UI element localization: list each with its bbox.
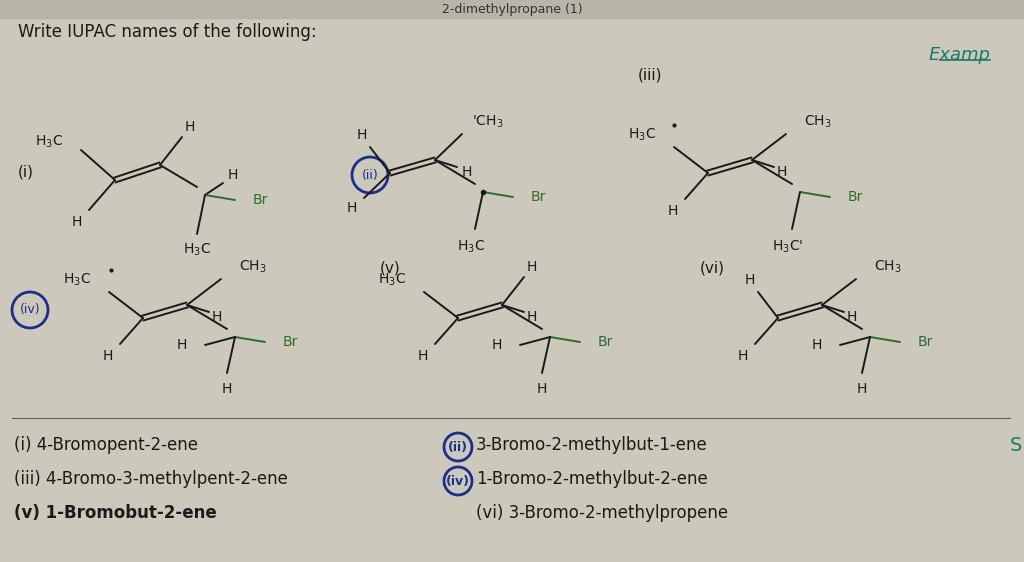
Text: H$_3$C: H$_3$C: [378, 272, 406, 288]
Text: (v): (v): [380, 261, 400, 275]
Bar: [0, 0, 1024, 18]
Text: 'CH$_3$: 'CH$_3$: [472, 114, 504, 130]
Text: H: H: [222, 382, 232, 396]
Text: H: H: [212, 310, 222, 324]
Text: Br: Br: [253, 193, 268, 207]
Text: CH$_3$: CH$_3$: [239, 259, 266, 275]
Text: H: H: [184, 120, 196, 134]
Text: H: H: [72, 215, 82, 229]
Text: H$_3$C: H$_3$C: [457, 239, 485, 255]
Text: Examp: Examp: [928, 46, 990, 64]
Text: H: H: [492, 338, 502, 352]
Text: H: H: [668, 204, 678, 218]
Text: H: H: [347, 201, 357, 215]
Text: H: H: [526, 310, 538, 324]
Text: H$_3$C: H$_3$C: [183, 242, 211, 258]
Text: H$_3$C: H$_3$C: [35, 134, 63, 150]
Text: S: S: [1010, 436, 1022, 455]
Text: (iv): (iv): [446, 474, 470, 487]
Text: 3-Bromo-2-methylbut-1-ene: 3-Bromo-2-methylbut-1-ene: [476, 436, 708, 454]
Text: H: H: [462, 165, 472, 179]
Text: H: H: [857, 382, 867, 396]
Text: (ii): (ii): [449, 441, 468, 454]
Text: (i) 4-Bromopent-2-ene: (i) 4-Bromopent-2-ene: [14, 436, 198, 454]
Text: H: H: [744, 273, 755, 287]
Text: H: H: [812, 338, 822, 352]
Text: 2-dimethylpropane (1): 2-dimethylpropane (1): [441, 2, 583, 16]
Text: H$_3$C': H$_3$C': [772, 239, 804, 255]
Text: Br: Br: [283, 335, 298, 349]
Text: CH$_3$: CH$_3$: [804, 114, 831, 130]
Text: H: H: [526, 260, 538, 274]
Text: H: H: [537, 382, 547, 396]
Text: (v) 1-Bromobut-2-ene: (v) 1-Bromobut-2-ene: [14, 504, 217, 522]
Text: Write IUPAC names of the following:: Write IUPAC names of the following:: [18, 23, 316, 41]
Text: (ii): (ii): [361, 169, 379, 182]
Text: Br: Br: [918, 335, 933, 349]
Text: H$_3$C: H$_3$C: [628, 127, 656, 143]
Text: (iv): (iv): [19, 303, 40, 316]
Text: (vi): (vi): [700, 261, 725, 275]
Text: (i): (i): [18, 165, 34, 179]
Text: CH$_3$: CH$_3$: [874, 259, 902, 275]
Text: 1-Bromo-2-methylbut-2-ene: 1-Bromo-2-methylbut-2-ene: [476, 470, 708, 488]
Text: H: H: [102, 349, 114, 363]
Text: (iii) 4-Bromo-3-methylpent-2-ene: (iii) 4-Bromo-3-methylpent-2-ene: [14, 470, 288, 488]
Text: (vi) 3-Bromo-2-methylpropene: (vi) 3-Bromo-2-methylpropene: [476, 504, 728, 522]
Text: H: H: [738, 349, 749, 363]
Text: Br: Br: [531, 190, 547, 204]
Text: H: H: [418, 349, 428, 363]
Text: Br: Br: [598, 335, 613, 349]
Text: (iii): (iii): [638, 67, 663, 83]
Text: H: H: [227, 168, 239, 182]
Text: H: H: [356, 128, 368, 142]
Text: Br: Br: [848, 190, 863, 204]
Text: H: H: [176, 338, 187, 352]
Text: H: H: [847, 310, 857, 324]
Text: H: H: [777, 165, 787, 179]
Text: H$_3$C: H$_3$C: [62, 272, 91, 288]
